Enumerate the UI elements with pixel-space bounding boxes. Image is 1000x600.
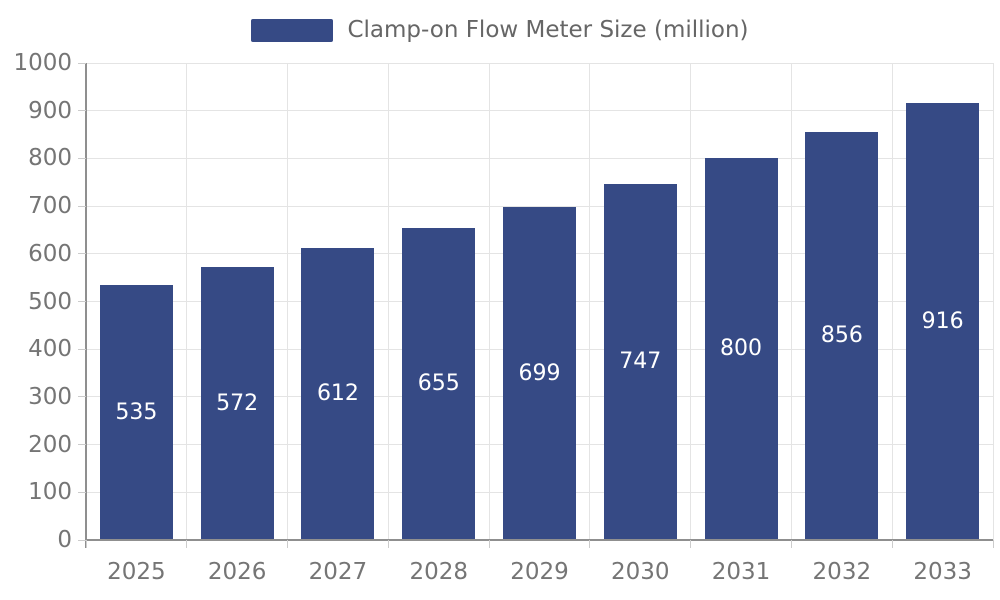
gridline-vertical — [992, 63, 994, 540]
y-axis-tick — [78, 253, 86, 255]
y-tick-label: 900 — [28, 97, 72, 124]
x-tick-label: 2032 — [812, 559, 872, 585]
gridline-vertical — [891, 63, 893, 540]
y-axis-tick — [78, 157, 86, 159]
gridline-vertical — [690, 63, 692, 540]
legend[interactable]: Clamp-on Flow Meter Size (million) — [0, 16, 1000, 44]
gridline-vertical — [488, 63, 490, 540]
y-axis-tick — [78, 396, 86, 398]
y-axis-tick — [78, 491, 86, 493]
bar-value-label: 800 — [720, 336, 763, 361]
x-tick-label: 2028 — [409, 559, 468, 585]
x-axis-tick — [488, 540, 490, 548]
bar[interactable]: 655 — [402, 228, 476, 540]
y-tick-label: 200 — [28, 431, 72, 458]
bar-value-label: 572 — [216, 390, 259, 416]
x-tick-label: 2030 — [610, 559, 670, 585]
x-tick-label: 2026 — [207, 559, 267, 585]
gridline-vertical — [589, 63, 591, 540]
bar[interactable]: 916 — [906, 103, 980, 540]
y-axis-tick — [78, 301, 86, 302]
y-axis-tick — [78, 348, 86, 350]
legend-label: Clamp-on Flow Meter Size (million) — [347, 17, 749, 43]
x-axis-tick — [387, 540, 389, 548]
x-axis-tick — [589, 540, 591, 548]
y-axis-tick — [78, 110, 86, 112]
y-tick-label: 300 — [28, 383, 72, 410]
x-tick-label: 2029 — [510, 559, 569, 585]
x-axis-tick — [790, 540, 792, 548]
x-tick-label: 2025 — [107, 559, 166, 585]
y-tick-label: 500 — [28, 288, 72, 315]
bar-value-label: 916 — [921, 308, 964, 334]
bar[interactable]: 856 — [805, 132, 879, 540]
y-axis-tick — [78, 444, 86, 446]
y-axis-line — [85, 63, 87, 548]
gridline-vertical — [186, 63, 188, 540]
gridline-horizontal — [86, 205, 993, 207]
y-tick-label: 600 — [28, 240, 72, 267]
bar-value-label: 535 — [115, 399, 158, 425]
x-axis-tick — [186, 540, 188, 548]
bar[interactable]: 572 — [200, 267, 274, 540]
bar-value-label: 747 — [619, 349, 662, 374]
gridline-horizontal — [86, 62, 993, 64]
y-tick-label: 1000 — [13, 50, 72, 76]
bar[interactable]: 535 — [99, 285, 173, 540]
y-axis-tick — [78, 205, 86, 207]
x-tick-label: 2031 — [711, 559, 771, 585]
y-tick-label: 0 — [57, 527, 72, 553]
bar-value-label: 699 — [518, 360, 561, 386]
y-axis-tick — [78, 62, 86, 64]
bar-value-label: 612 — [316, 381, 359, 406]
bar[interactable]: 800 — [704, 158, 778, 540]
bar-value-label: 655 — [417, 371, 460, 396]
x-axis-tick — [690, 540, 692, 548]
x-axis-tick — [287, 540, 289, 548]
x-tick-label: 2027 — [308, 559, 368, 585]
x-axis-tick — [85, 540, 87, 548]
y-tick-label: 700 — [28, 193, 72, 220]
x-tick-label: 2033 — [913, 559, 972, 585]
gridline-vertical — [287, 63, 289, 540]
y-tick-label: 800 — [28, 145, 72, 172]
x-axis-tick — [992, 540, 994, 548]
gridline-vertical — [790, 63, 792, 540]
bar[interactable]: 699 — [503, 207, 576, 540]
x-axis-line — [86, 539, 993, 541]
x-axis-tick — [891, 540, 893, 548]
y-tick-label: 100 — [28, 479, 72, 506]
gridline-vertical — [387, 63, 389, 540]
y-axis-tick — [78, 539, 86, 541]
gridline-horizontal — [86, 157, 993, 159]
bar-value-label: 856 — [820, 323, 863, 348]
legend-swatch — [251, 18, 334, 42]
plot-area: 535 572 612 655 699 747 800 856 916 — [78, 62, 994, 548]
bar[interactable]: 612 — [301, 248, 375, 540]
y-tick-label: 400 — [28, 336, 72, 363]
gridline-horizontal — [86, 110, 993, 112]
bar[interactable]: 747 — [603, 184, 677, 540]
